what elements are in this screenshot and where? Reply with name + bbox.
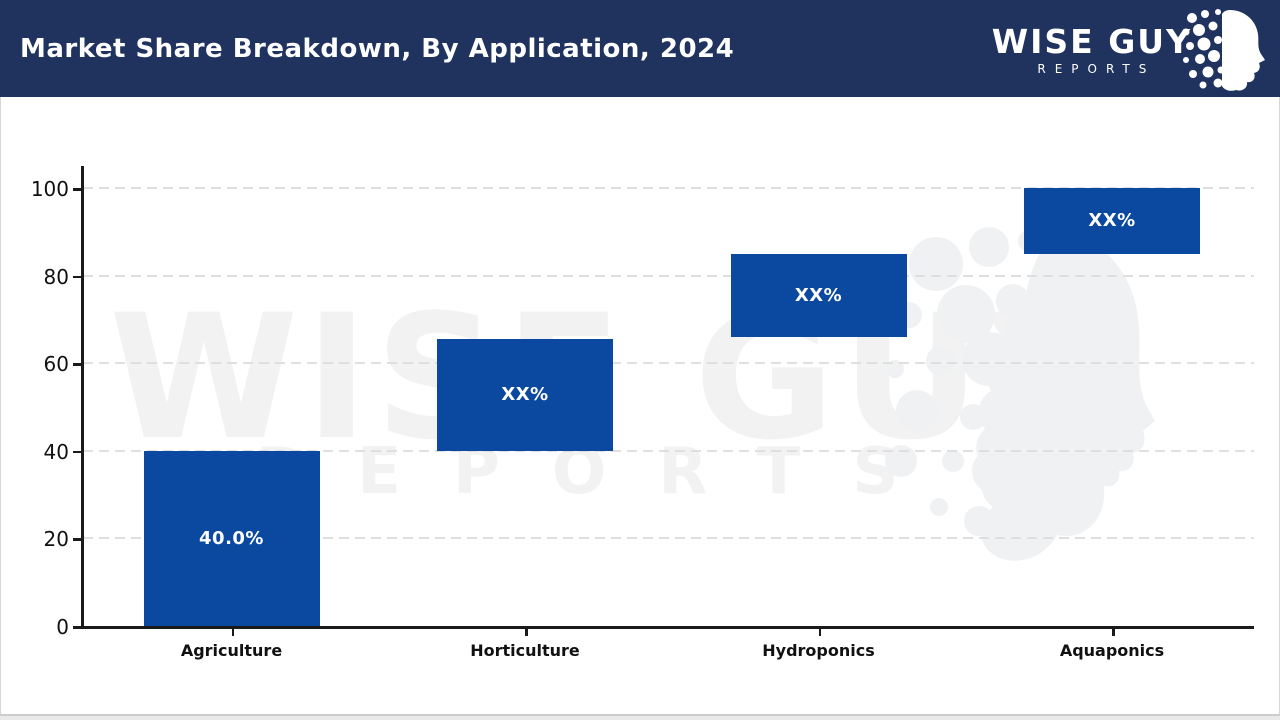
y-tick-label-0: 0 xyxy=(56,615,69,639)
y-tick-label-20: 20 xyxy=(43,527,69,552)
bar-hydroponics: XX% xyxy=(730,253,907,337)
x-tick-horticulture xyxy=(525,628,528,636)
y-tick-label-80: 80 xyxy=(43,264,69,289)
bar-aquaponics: XX% xyxy=(1024,188,1200,254)
y-tick-0 xyxy=(73,626,81,629)
bar-horticulture: XX% xyxy=(437,339,613,451)
y-tick-20 xyxy=(73,538,81,541)
y-axis-line xyxy=(81,166,84,628)
logo-wordmark: WISE GUY xyxy=(991,21,1192,61)
gridline-60 xyxy=(83,362,1254,365)
y-tick-80 xyxy=(73,275,81,279)
y-tick-40 xyxy=(73,450,81,454)
category-label-horticulture: Horticulture xyxy=(470,641,580,660)
gridline-20 xyxy=(83,537,1254,540)
gridline-80 xyxy=(83,274,1254,277)
x-axis-line xyxy=(81,626,1254,629)
bar-value-label: XX% xyxy=(501,384,549,406)
category-label-aquaponics: Aquaponics xyxy=(1059,641,1165,660)
gridline-100 xyxy=(83,187,1254,189)
x-tick-aquaponics xyxy=(1112,628,1115,636)
y-tick-100 xyxy=(73,188,81,191)
chart-canvas: WISE GUY REPORTS 0 20 40 60 80 100 40.0% Agricu… xyxy=(0,97,1280,714)
x-tick-agriculture xyxy=(231,628,234,636)
logo-subtext: REPORTS xyxy=(1037,61,1156,76)
bar-value-label: XX% xyxy=(1088,210,1136,232)
bar-value-label: XX% xyxy=(794,284,843,306)
gridline-40 xyxy=(83,449,1254,452)
y-tick-label-60: 60 xyxy=(43,352,69,377)
y-tick-60 xyxy=(73,363,81,366)
chart-title: Market Share Breakdown, By Application, … xyxy=(20,33,735,64)
x-tick-hydroponics xyxy=(818,628,821,636)
bar-agriculture: 40.0% xyxy=(143,450,320,626)
y-tick-label-40: 40 xyxy=(43,439,69,464)
category-label-hydroponics: Hydroponics xyxy=(762,641,875,660)
logo-face-icon xyxy=(1182,8,1265,91)
y-tick-label-100: 100 xyxy=(30,177,69,201)
category-label-agriculture: Agriculture xyxy=(180,641,283,660)
bottom-strip xyxy=(0,714,1280,720)
watermark-face-icon xyxy=(885,227,1155,561)
bar-value-label: 40.0% xyxy=(199,527,264,549)
wise-guy-logo: WISE GUY REPORTS xyxy=(992,6,1280,92)
logo-text: WISE GUY REPORTS xyxy=(992,22,1192,76)
header: Market Share Breakdown, By Application, … xyxy=(0,0,1280,97)
